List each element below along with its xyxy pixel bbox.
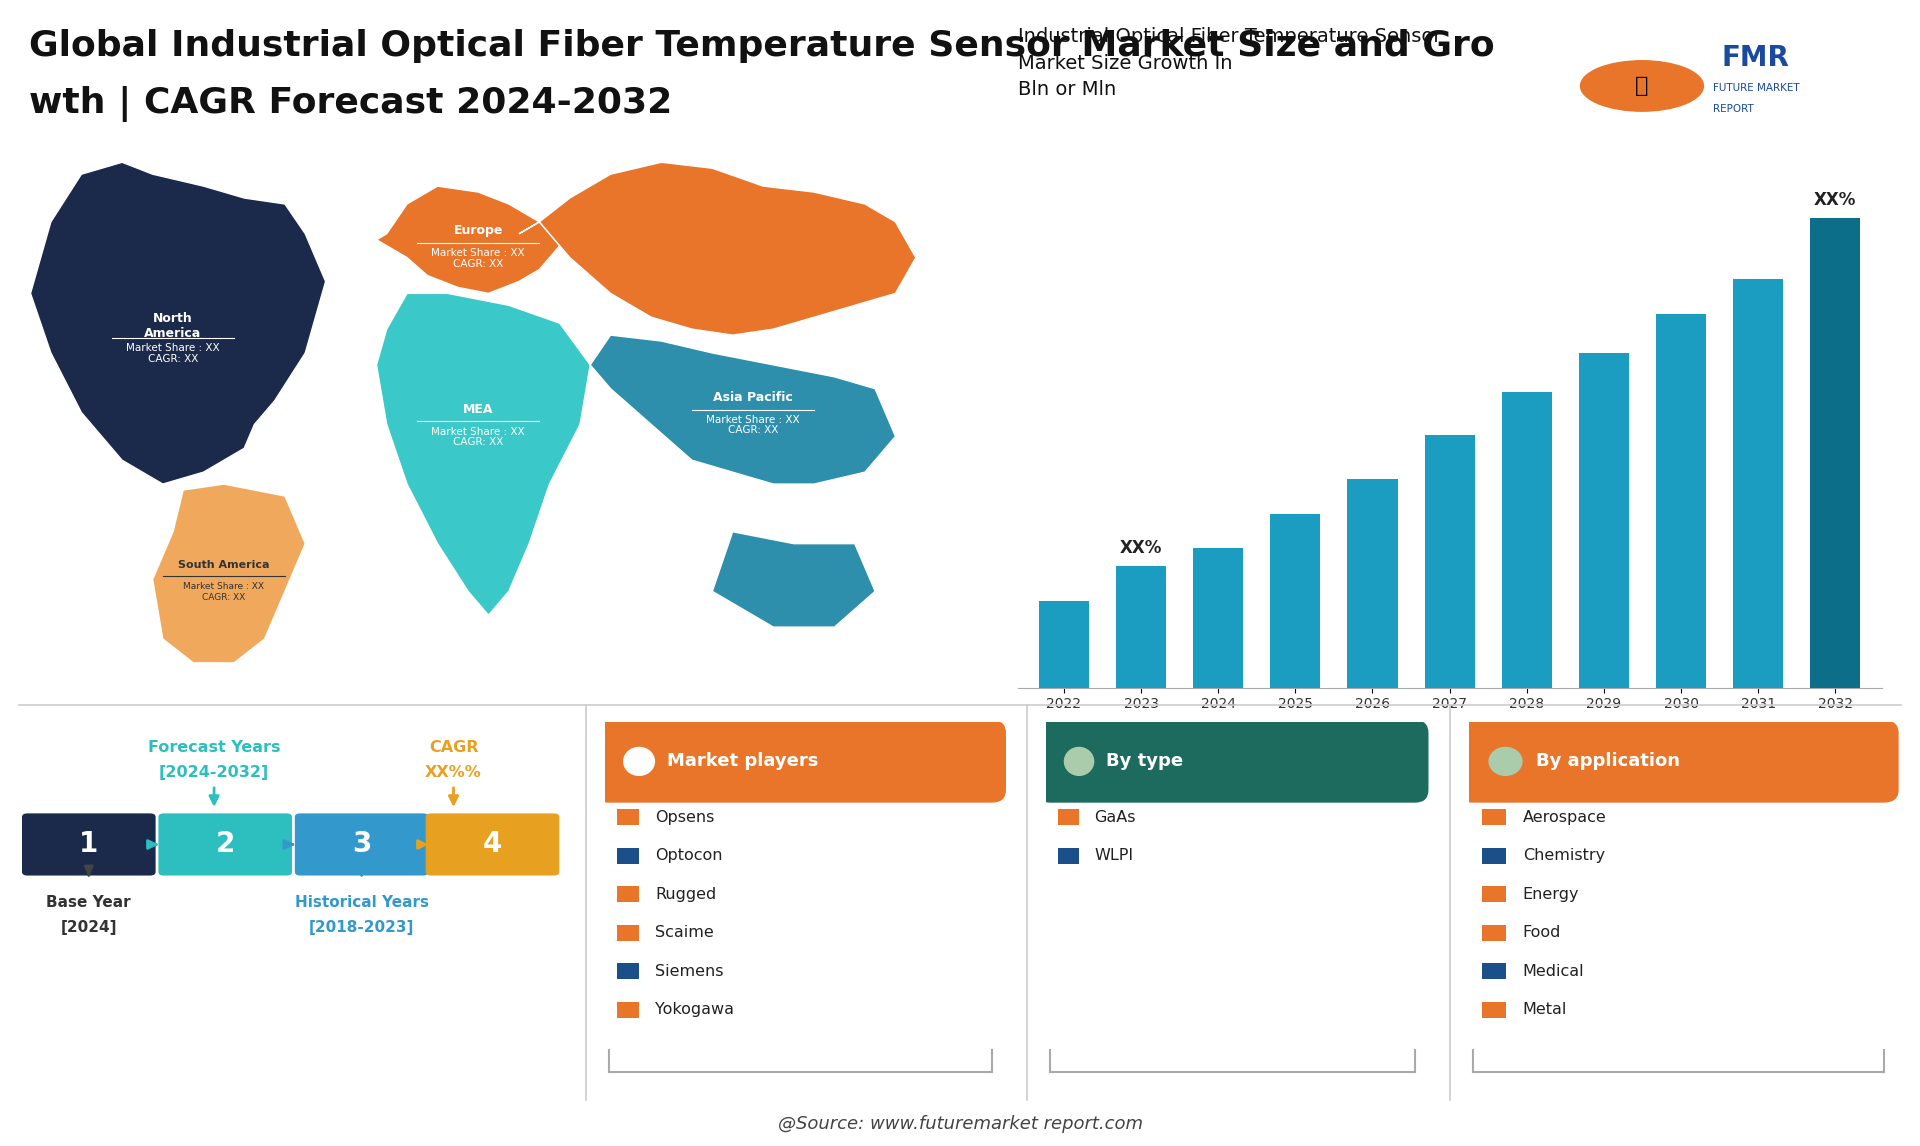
Text: CAGR: XX: CAGR: XX [453, 259, 503, 268]
Text: Opsens: Opsens [655, 810, 714, 825]
Bar [1271, 513, 1321, 688]
Bar [1116, 566, 1165, 688]
Text: WLPI: WLPI [1094, 848, 1133, 863]
Text: Energy: Energy [1523, 887, 1580, 902]
Text: [2024]: [2024] [61, 919, 117, 934]
Text: Historical Years: Historical Years [294, 895, 428, 910]
FancyBboxPatch shape [426, 814, 559, 876]
FancyBboxPatch shape [1058, 809, 1079, 825]
Text: 4: 4 [482, 831, 503, 858]
FancyBboxPatch shape [157, 814, 292, 876]
Text: Market Share : XX: Market Share : XX [184, 582, 265, 591]
Polygon shape [154, 484, 305, 662]
Polygon shape [518, 163, 916, 335]
Text: By application: By application [1536, 753, 1680, 770]
Text: Market Share : XX: Market Share : XX [432, 426, 524, 437]
Text: [2024-2032]: [2024-2032] [159, 766, 269, 780]
Text: Base Year: Base Year [46, 895, 131, 910]
Text: Market Share : XX: Market Share : XX [127, 343, 219, 353]
Text: CAGR: XX: CAGR: XX [148, 354, 198, 364]
Polygon shape [31, 163, 326, 484]
Bar [1655, 314, 1707, 688]
Text: 3: 3 [351, 831, 371, 858]
FancyBboxPatch shape [1482, 964, 1505, 980]
Text: XX%%: XX%% [424, 766, 482, 780]
Text: By type: By type [1106, 753, 1183, 770]
FancyBboxPatch shape [1058, 848, 1079, 864]
Text: Metal: Metal [1523, 1003, 1567, 1018]
Text: South America: South America [179, 559, 269, 570]
FancyBboxPatch shape [616, 809, 639, 825]
Text: Siemens: Siemens [655, 964, 724, 979]
Text: Asia Pacific: Asia Pacific [712, 391, 793, 405]
Text: Forecast Years: Forecast Years [148, 740, 280, 755]
Circle shape [1580, 61, 1703, 111]
Text: REPORT: REPORT [1713, 103, 1753, 113]
FancyBboxPatch shape [616, 848, 639, 864]
Text: FUTURE MARKET: FUTURE MARKET [1713, 84, 1799, 94]
FancyBboxPatch shape [21, 814, 156, 876]
Circle shape [1490, 747, 1523, 776]
Bar [1578, 353, 1628, 688]
Text: Global Industrial Optical Fiber Temperature Sensor Market Size and Gro: Global Industrial Optical Fiber Temperat… [29, 29, 1494, 63]
Text: CAGR: XX: CAGR: XX [728, 425, 778, 435]
FancyBboxPatch shape [616, 1002, 639, 1018]
Bar [1192, 549, 1244, 688]
Text: Scaime: Scaime [655, 925, 714, 941]
Circle shape [1064, 747, 1094, 776]
FancyBboxPatch shape [1482, 809, 1505, 825]
Text: Rugged: Rugged [655, 887, 716, 902]
FancyBboxPatch shape [1482, 848, 1505, 864]
Circle shape [624, 747, 655, 776]
Text: Aerospace: Aerospace [1523, 810, 1607, 825]
Bar [1039, 601, 1089, 688]
FancyBboxPatch shape [616, 964, 639, 980]
Text: XX%: XX% [1119, 539, 1162, 557]
Polygon shape [376, 186, 561, 293]
Bar [1734, 278, 1784, 688]
Bar [1501, 392, 1551, 688]
Text: CAGR: XX: CAGR: XX [202, 592, 246, 602]
Text: Yokogawa: Yokogawa [655, 1003, 733, 1018]
Text: GaAs: GaAs [1094, 810, 1137, 825]
Text: Europe: Europe [453, 225, 503, 237]
FancyBboxPatch shape [296, 814, 428, 876]
Polygon shape [376, 293, 589, 615]
Text: XX%: XX% [1814, 191, 1857, 210]
FancyBboxPatch shape [1482, 886, 1505, 902]
Text: Market players: Market players [668, 753, 818, 770]
Text: FMR: FMR [1722, 45, 1789, 72]
Text: wth | CAGR Forecast 2024-2032: wth | CAGR Forecast 2024-2032 [29, 86, 672, 121]
Text: Chemistry: Chemistry [1523, 848, 1605, 863]
Text: 🔭: 🔭 [1636, 76, 1649, 96]
FancyBboxPatch shape [616, 886, 639, 902]
Polygon shape [589, 335, 895, 484]
FancyBboxPatch shape [616, 925, 639, 941]
FancyBboxPatch shape [1457, 720, 1899, 802]
Text: [2018-2023]: [2018-2023] [309, 919, 415, 934]
Text: 1: 1 [79, 831, 98, 858]
Text: Market Share : XX: Market Share : XX [432, 248, 524, 258]
Bar [1811, 218, 1860, 688]
Text: CAGR: CAGR [428, 740, 478, 755]
Text: Medical: Medical [1523, 964, 1584, 979]
Text: CAGR: XX: CAGR: XX [453, 438, 503, 447]
FancyBboxPatch shape [1482, 925, 1505, 941]
Text: Industrial Optical Fiber Temperature Sensor
Market Size Growth In
Bln or Mln: Industrial Optical Fiber Temperature Sen… [1018, 28, 1442, 100]
Polygon shape [712, 532, 876, 627]
FancyBboxPatch shape [1037, 720, 1428, 802]
Text: @Source: www.futuremarket report.com: @Source: www.futuremarket report.com [778, 1115, 1142, 1132]
FancyBboxPatch shape [595, 720, 1006, 802]
Text: Food: Food [1523, 925, 1561, 941]
Bar [1348, 479, 1398, 688]
Text: Market Share : XX: Market Share : XX [707, 415, 801, 425]
FancyBboxPatch shape [1482, 1002, 1505, 1018]
Text: MEA: MEA [463, 403, 493, 416]
Text: North
America: North America [144, 312, 202, 340]
Text: Optocon: Optocon [655, 848, 722, 863]
Bar [1425, 435, 1475, 688]
Text: 2: 2 [215, 831, 234, 858]
